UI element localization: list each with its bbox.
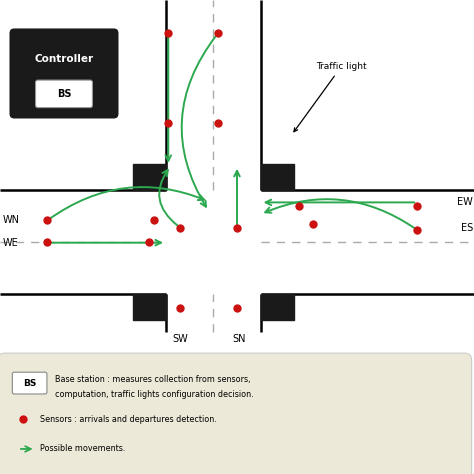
- Text: ES: ES: [461, 223, 473, 234]
- FancyBboxPatch shape: [9, 28, 119, 118]
- Text: Traffic light: Traffic light: [294, 62, 366, 132]
- Text: computation, traffic lights configuration decision.: computation, traffic lights configuratio…: [55, 390, 253, 399]
- Text: BS: BS: [23, 379, 36, 388]
- Text: EW: EW: [457, 197, 473, 208]
- Bar: [133, 164, 166, 190]
- Text: Possible movements.: Possible movements.: [40, 445, 126, 454]
- Bar: [133, 294, 166, 320]
- FancyBboxPatch shape: [0, 353, 472, 474]
- Text: SW: SW: [172, 334, 188, 344]
- FancyBboxPatch shape: [12, 372, 47, 394]
- Text: SN: SN: [233, 334, 246, 344]
- Bar: [261, 294, 294, 320]
- Bar: [261, 164, 294, 190]
- Text: BS: BS: [57, 89, 71, 99]
- Text: Sensors : arrivals and departures detection.: Sensors : arrivals and departures detect…: [40, 415, 217, 424]
- Text: WE: WE: [2, 237, 18, 248]
- FancyBboxPatch shape: [36, 80, 92, 108]
- Text: Controller: Controller: [35, 54, 93, 64]
- Text: WN: WN: [2, 215, 19, 226]
- Text: Base station : measures collection from sensors,: Base station : measures collection from …: [55, 375, 250, 384]
